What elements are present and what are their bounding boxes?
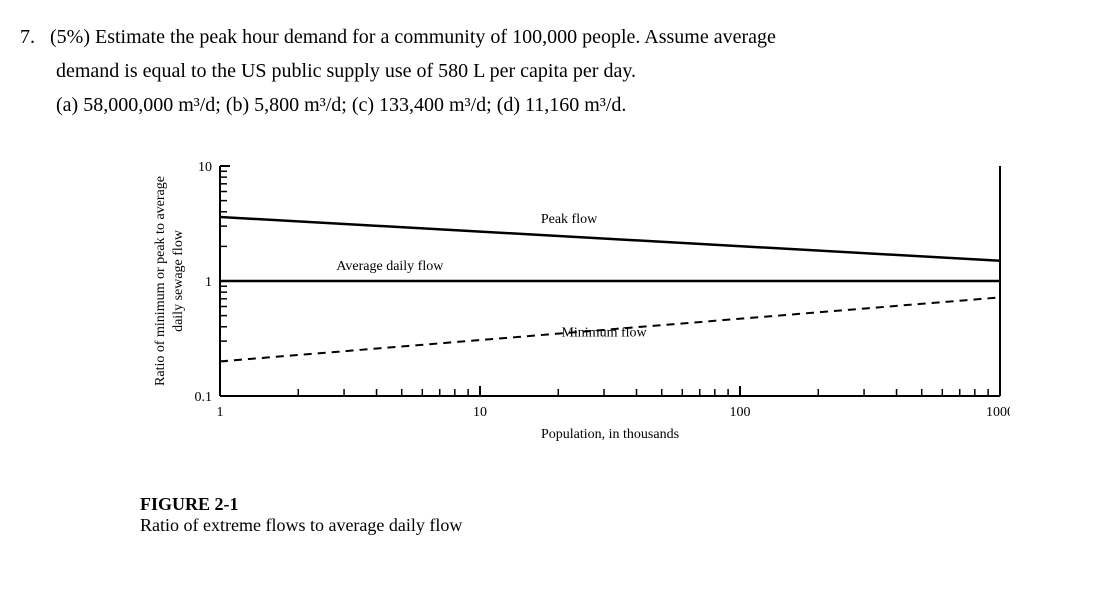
chart: 0.1 1 10 1 10 100 1000 Population, in thousands… xyxy=(140,146,1073,486)
question-text: 7. (5%) Estimate the peak hour demand fo… xyxy=(20,20,1073,122)
chart-svg: 0.1 1 10 1 10 100 1000 Population, in thousands… xyxy=(140,146,1010,486)
svg-text:0.1: 0.1 xyxy=(195,390,213,405)
svg-text:Peak flow: Peak flow xyxy=(541,212,598,227)
question-line1: Estimate the peak hour demand for a comm… xyxy=(95,26,776,48)
svg-text:1000: 1000 xyxy=(986,405,1010,420)
svg-text:Population, in thousands: Population, in thousands xyxy=(541,427,679,442)
svg-text:1: 1 xyxy=(205,275,212,290)
svg-text:Ratio of minimum or peak to av: Ratio of minimum or peak to average xyxy=(153,176,168,386)
svg-text:Average daily flow: Average daily flow xyxy=(336,259,444,274)
figure-title: FIGURE 2-1 xyxy=(140,494,1073,515)
svg-text:10: 10 xyxy=(198,160,212,175)
figure-caption: FIGURE 2-1 Ratio of extreme flows to ave… xyxy=(140,494,1073,536)
question-weight: (5%) xyxy=(50,26,90,48)
svg-text:1: 1 xyxy=(217,405,224,420)
figure: 0.1 1 10 1 10 100 1000 Population, in thousands… xyxy=(20,146,1073,536)
svg-text:daily sewage flow: daily sewage flow xyxy=(171,229,186,332)
svg-text:Minimum flow: Minimum flow xyxy=(561,325,647,340)
figure-desc: Ratio of extreme flows to average daily … xyxy=(140,515,1073,536)
question-line2: demand is equal to the US public supply … xyxy=(20,54,1073,88)
svg-text:100: 100 xyxy=(730,405,751,420)
question-options: (a) 58,000,000 m³/d; (b) 5,800 m³/d; (c)… xyxy=(20,88,1073,122)
svg-text:10: 10 xyxy=(473,405,487,420)
question-number: 7. xyxy=(20,26,35,48)
